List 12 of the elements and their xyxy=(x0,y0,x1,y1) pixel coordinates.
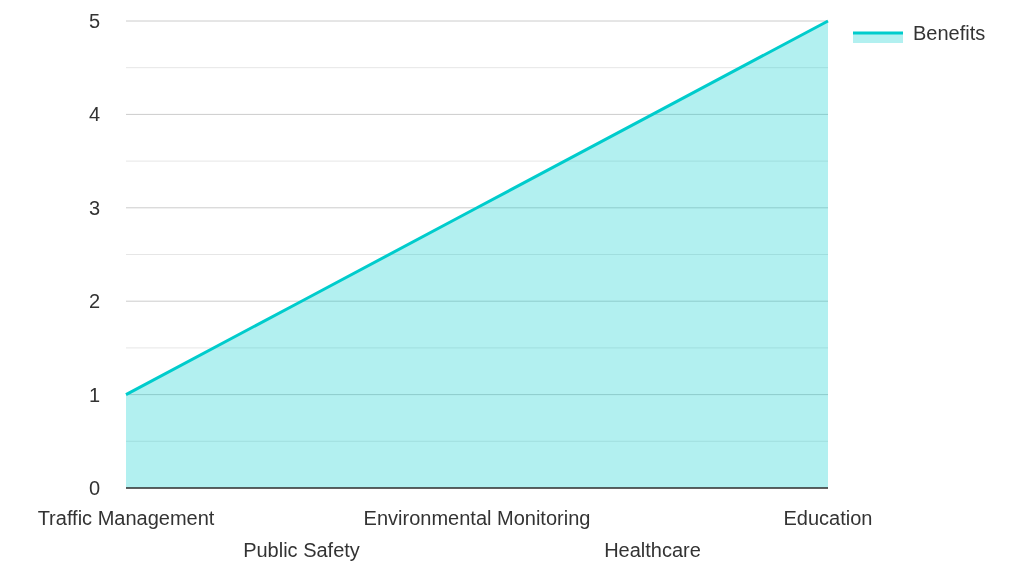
y-tick-label: 3 xyxy=(88,196,100,219)
y-tick-label: 1 xyxy=(88,383,100,406)
y-tick-label: 0 xyxy=(88,477,100,499)
y-tick-label: 5 xyxy=(88,10,100,32)
x-tick-label: Environmental Monitoring xyxy=(363,507,591,529)
x-tick-label: Public Safety xyxy=(243,539,360,561)
y-tick-label: 2 xyxy=(88,290,100,313)
legend-label: Benefits xyxy=(913,22,986,44)
x-tick-label: Healthcare xyxy=(604,539,701,561)
x-tick-label: Education xyxy=(783,507,873,529)
x-tick-label: Traffic Management xyxy=(37,507,215,529)
y-tick-label: 4 xyxy=(88,103,100,126)
